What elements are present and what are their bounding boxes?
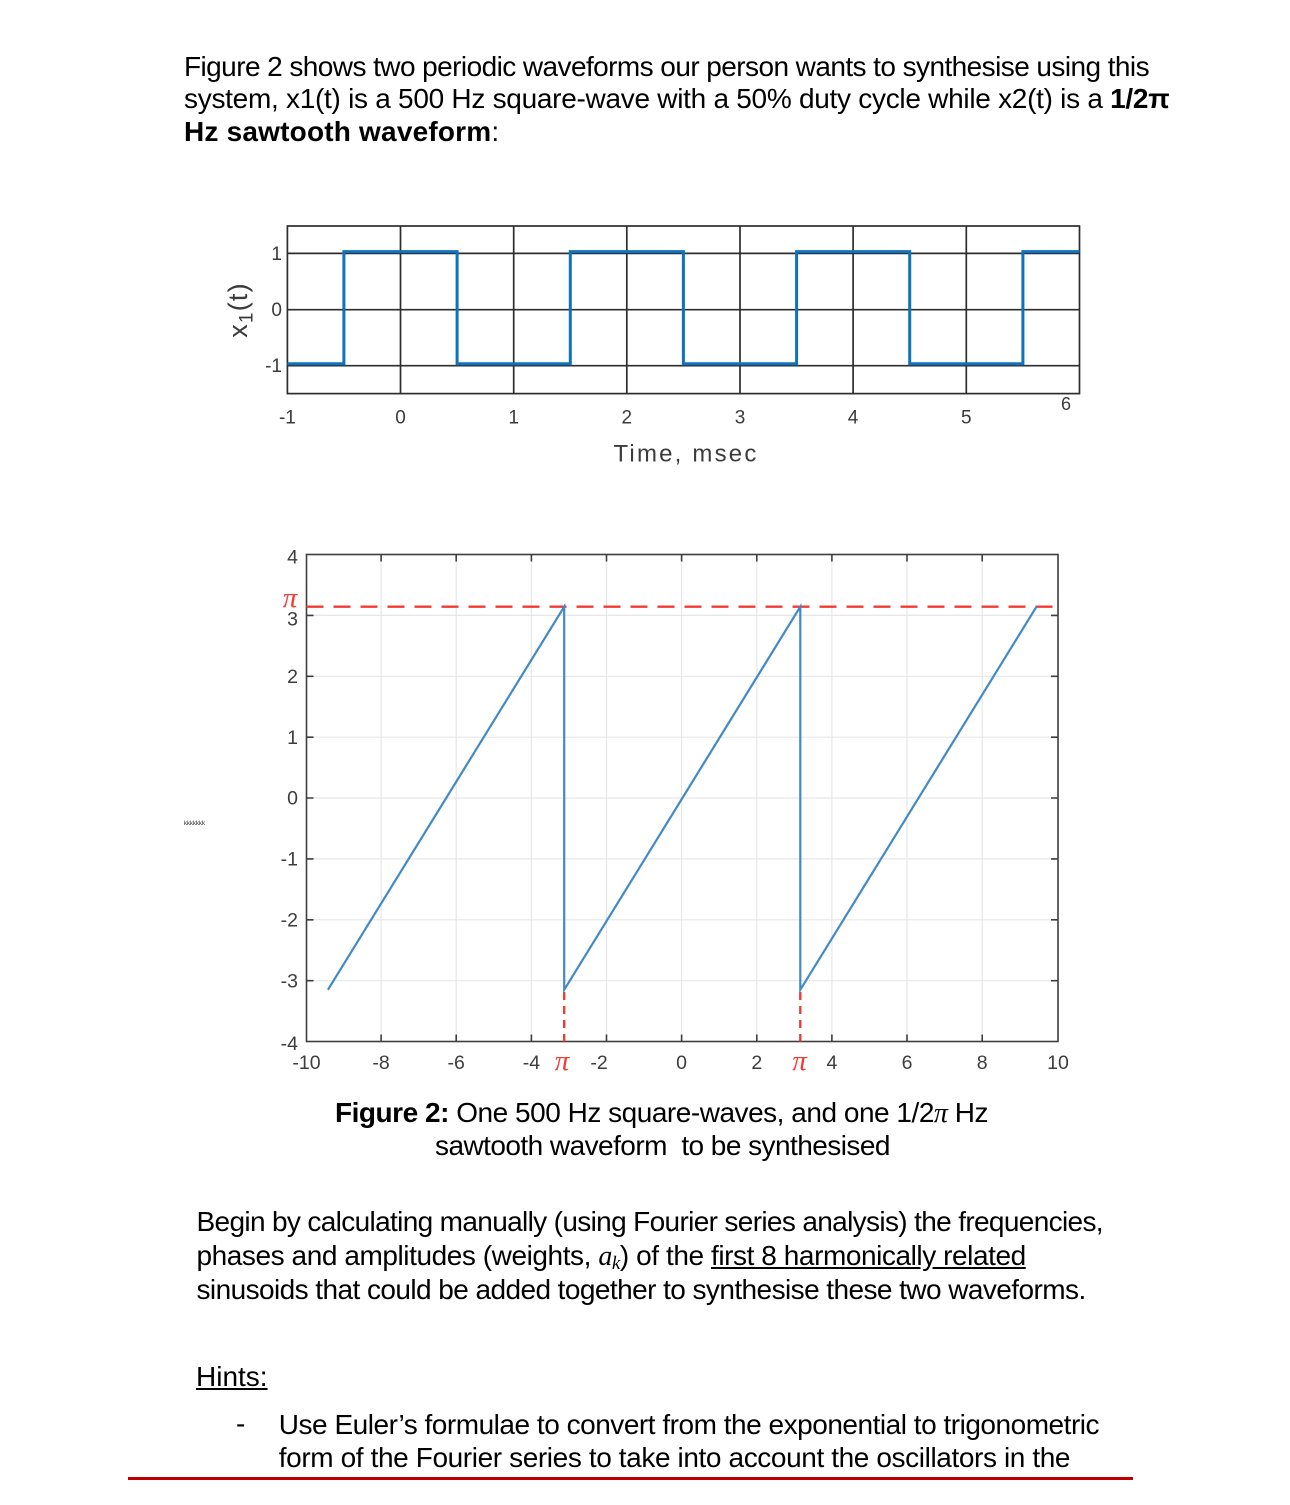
svg-text:1: 1 <box>508 408 519 429</box>
svg-text:-10: -10 <box>292 1052 320 1074</box>
svg-text:3: 3 <box>735 408 746 429</box>
svg-text:x1(t): x1(t) <box>223 282 258 338</box>
svg-text:1: 1 <box>287 727 298 749</box>
svg-text:0: 0 <box>287 788 298 810</box>
svg-text:-4: -4 <box>523 1052 540 1074</box>
svg-text:10: 10 <box>1047 1052 1069 1074</box>
svg-text:0: 0 <box>271 300 282 321</box>
svg-text:6: 6 <box>902 1052 913 1074</box>
svg-text:0: 0 <box>395 408 406 429</box>
svg-text:-1: -1 <box>281 849 298 871</box>
svg-text:-1: -1 <box>279 408 296 429</box>
svg-text:4: 4 <box>287 547 298 569</box>
svg-text:8: 8 <box>977 1052 988 1074</box>
svg-text:π: π <box>555 1045 571 1077</box>
svg-text:-8: -8 <box>372 1052 389 1074</box>
svg-text:1: 1 <box>271 244 282 265</box>
svg-text:0: 0 <box>676 1052 687 1074</box>
svg-text:2: 2 <box>622 408 633 429</box>
svg-text:-2: -2 <box>590 1052 607 1074</box>
svg-text:Time, msec: Time, msec <box>613 441 758 468</box>
svg-text:π: π <box>792 1045 808 1077</box>
svg-text:2: 2 <box>751 1052 762 1074</box>
svg-text:π: π <box>283 582 299 614</box>
svg-text:-4: -4 <box>281 1033 298 1055</box>
svg-text:5: 5 <box>961 408 972 429</box>
svg-text:-2: -2 <box>281 910 298 932</box>
svg-text:2: 2 <box>287 666 298 688</box>
svg-text:3: 3 <box>287 609 298 631</box>
svg-text:kkkkkkk: kkkkkkk <box>184 821 206 827</box>
svg-text:-3: -3 <box>281 970 298 992</box>
svg-text:-1: -1 <box>265 356 282 377</box>
svg-text:6: 6 <box>1061 394 1071 414</box>
svg-text:4: 4 <box>848 408 859 429</box>
svg-text:4: 4 <box>826 1052 837 1074</box>
svg-text:-6: -6 <box>448 1052 465 1074</box>
